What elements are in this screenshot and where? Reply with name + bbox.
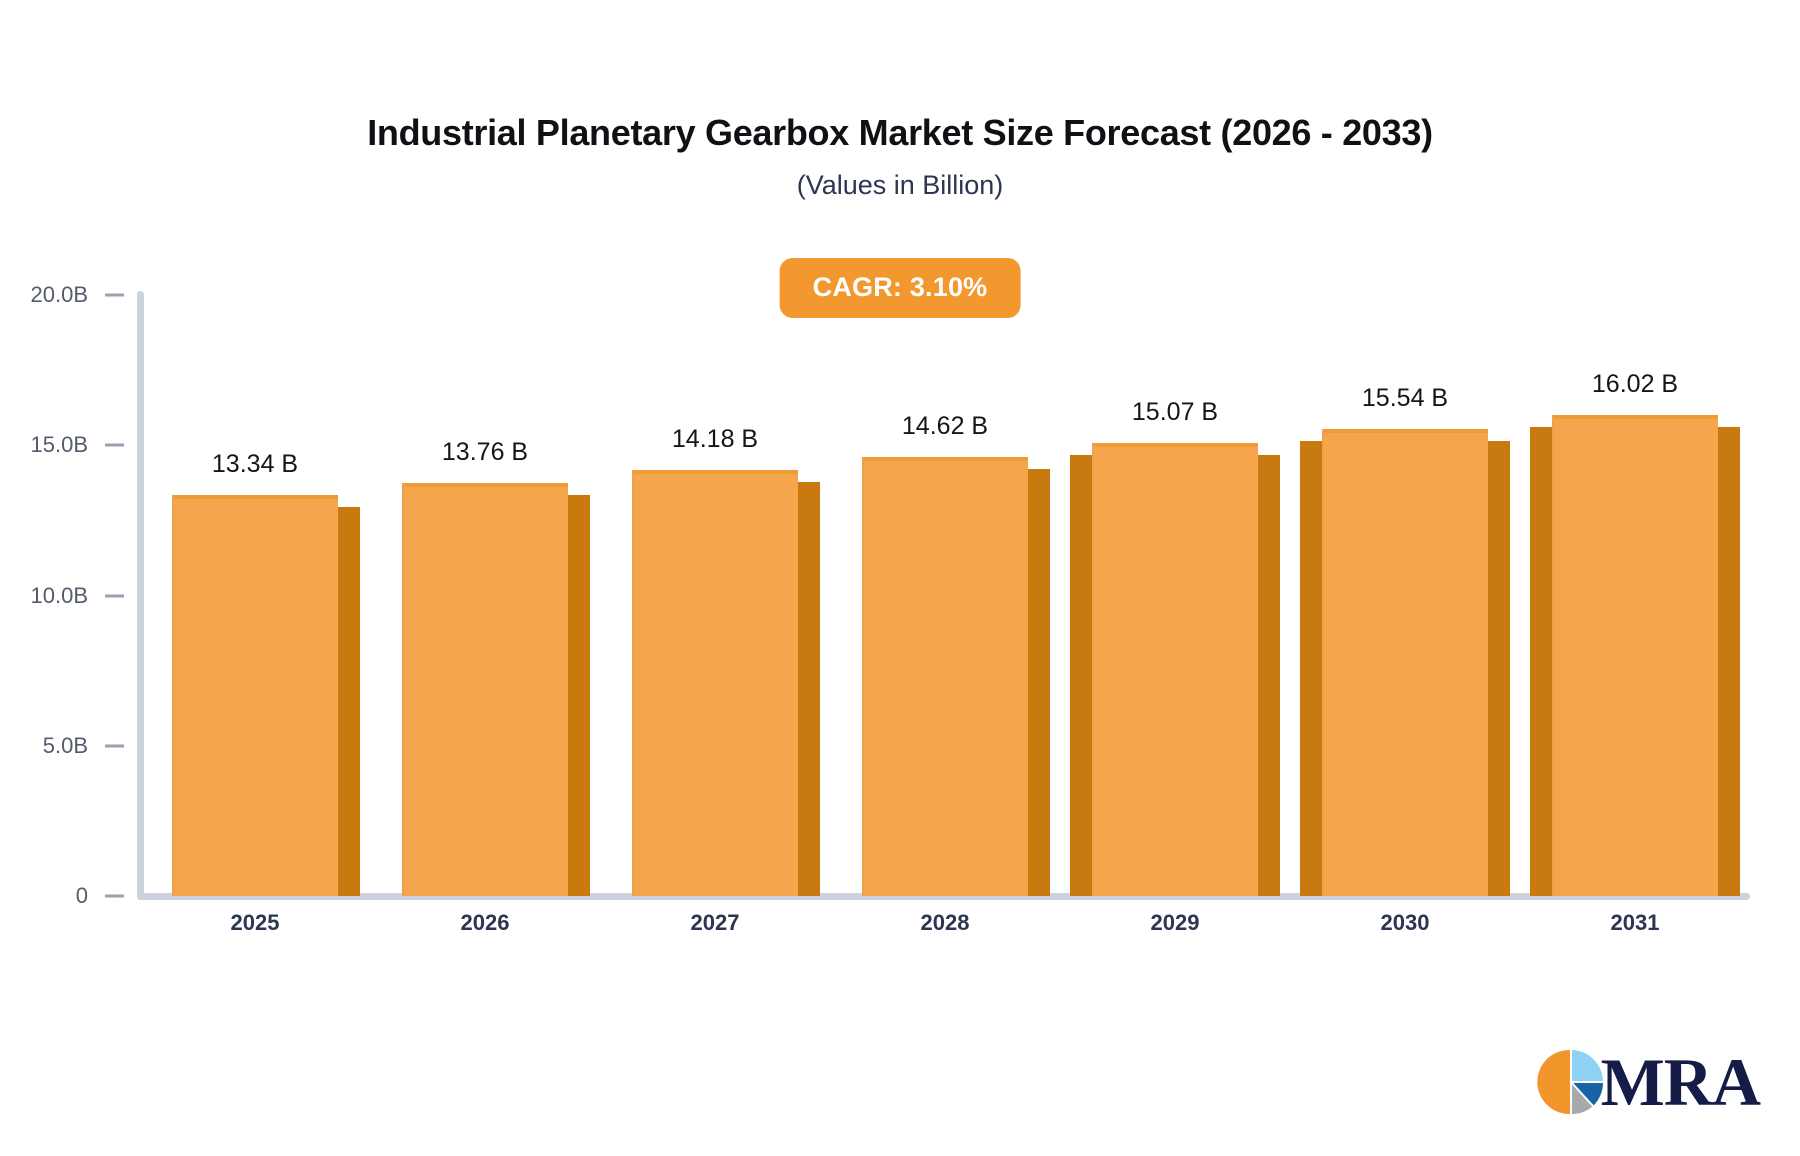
bar-value-label: 14.18 B [671,424,759,453]
bar-top-face [1554,414,1718,419]
bar-side-face [568,494,590,896]
bar-top-face [174,495,338,500]
chart-subtitle: (Values in Billion) [796,170,1004,200]
bar-value-label: 16.02 B [1591,369,1679,398]
cagr-badge: CAGR: 3.10% [779,258,1021,318]
bar-top-face [1324,429,1488,434]
page-title: Industrial Planetary Gearbox Market Size… [367,112,1433,153]
x-axis-label: 2025 [230,910,280,935]
x-axis-label: 2027 [690,910,740,935]
y-axis-tick-mark [105,443,124,447]
bar-value-label: 15.07 B [1131,398,1219,427]
bar-front-face [172,495,338,896]
bar-top-face [1094,443,1258,448]
bar[interactable] [172,495,360,896]
bar-side-face-left [1300,441,1322,896]
bar[interactable] [402,482,590,896]
bar[interactable] [1070,443,1280,896]
y-axis-tick-label: 20.0B [30,282,89,307]
pie-chart-icon [1535,1046,1607,1118]
y-axis-tick-mark [105,894,124,898]
bar-front-face [862,456,1028,896]
bar-top-face [404,482,568,487]
x-axis-label: 2031 [1610,910,1660,935]
bar-side-face [1258,455,1280,896]
brand-logo: MRA [1535,1044,1761,1120]
bar-side-face [338,507,360,896]
bar-value-label: 13.76 B [441,437,529,466]
bar-side-face-left [1070,455,1092,896]
y-axis-tick-label: 15.0B [30,432,89,458]
bar-top-face [634,469,798,474]
y-axis-tick-mark [105,744,124,748]
bar-value-label: 14.62 B [901,411,989,440]
bar[interactable] [862,456,1050,896]
bar-top-face [864,456,1028,461]
bar-side-face [1488,441,1510,896]
y-axis-tick-label: 5.0B [42,732,88,758]
x-axis-label: 2030 [1380,910,1430,935]
bar-front-face [1092,443,1258,896]
bar-front-face [1552,414,1718,896]
bar-value-label: 15.54 B [1361,384,1449,413]
bar[interactable] [1530,414,1740,896]
bar-front-face [402,482,568,896]
y-axis-tick-mark [105,594,124,597]
bar-side-face [1028,468,1050,896]
x-axis-label: 2029 [1150,910,1200,935]
y-axis-tick-mark [105,293,124,297]
x-axis-label: 2026 [460,910,510,935]
y-axis-tick-label: 0 [75,883,88,908]
y-axis-tick-label: 10.0B [30,582,89,608]
bar-side-face-left [1530,426,1552,896]
bar-front-face [632,469,798,896]
bar[interactable] [1300,429,1510,896]
bar-value-label: 13.34 B [211,450,299,479]
bar[interactable] [632,469,820,896]
bar-front-face [1322,429,1488,896]
x-axis-line [137,893,1750,900]
bar-side-face [798,481,820,896]
bar-side-face [1718,426,1740,896]
logo-text: MRA [1600,1044,1761,1120]
x-axis-label: 2028 [920,910,970,935]
y-axis-line [137,291,144,899]
